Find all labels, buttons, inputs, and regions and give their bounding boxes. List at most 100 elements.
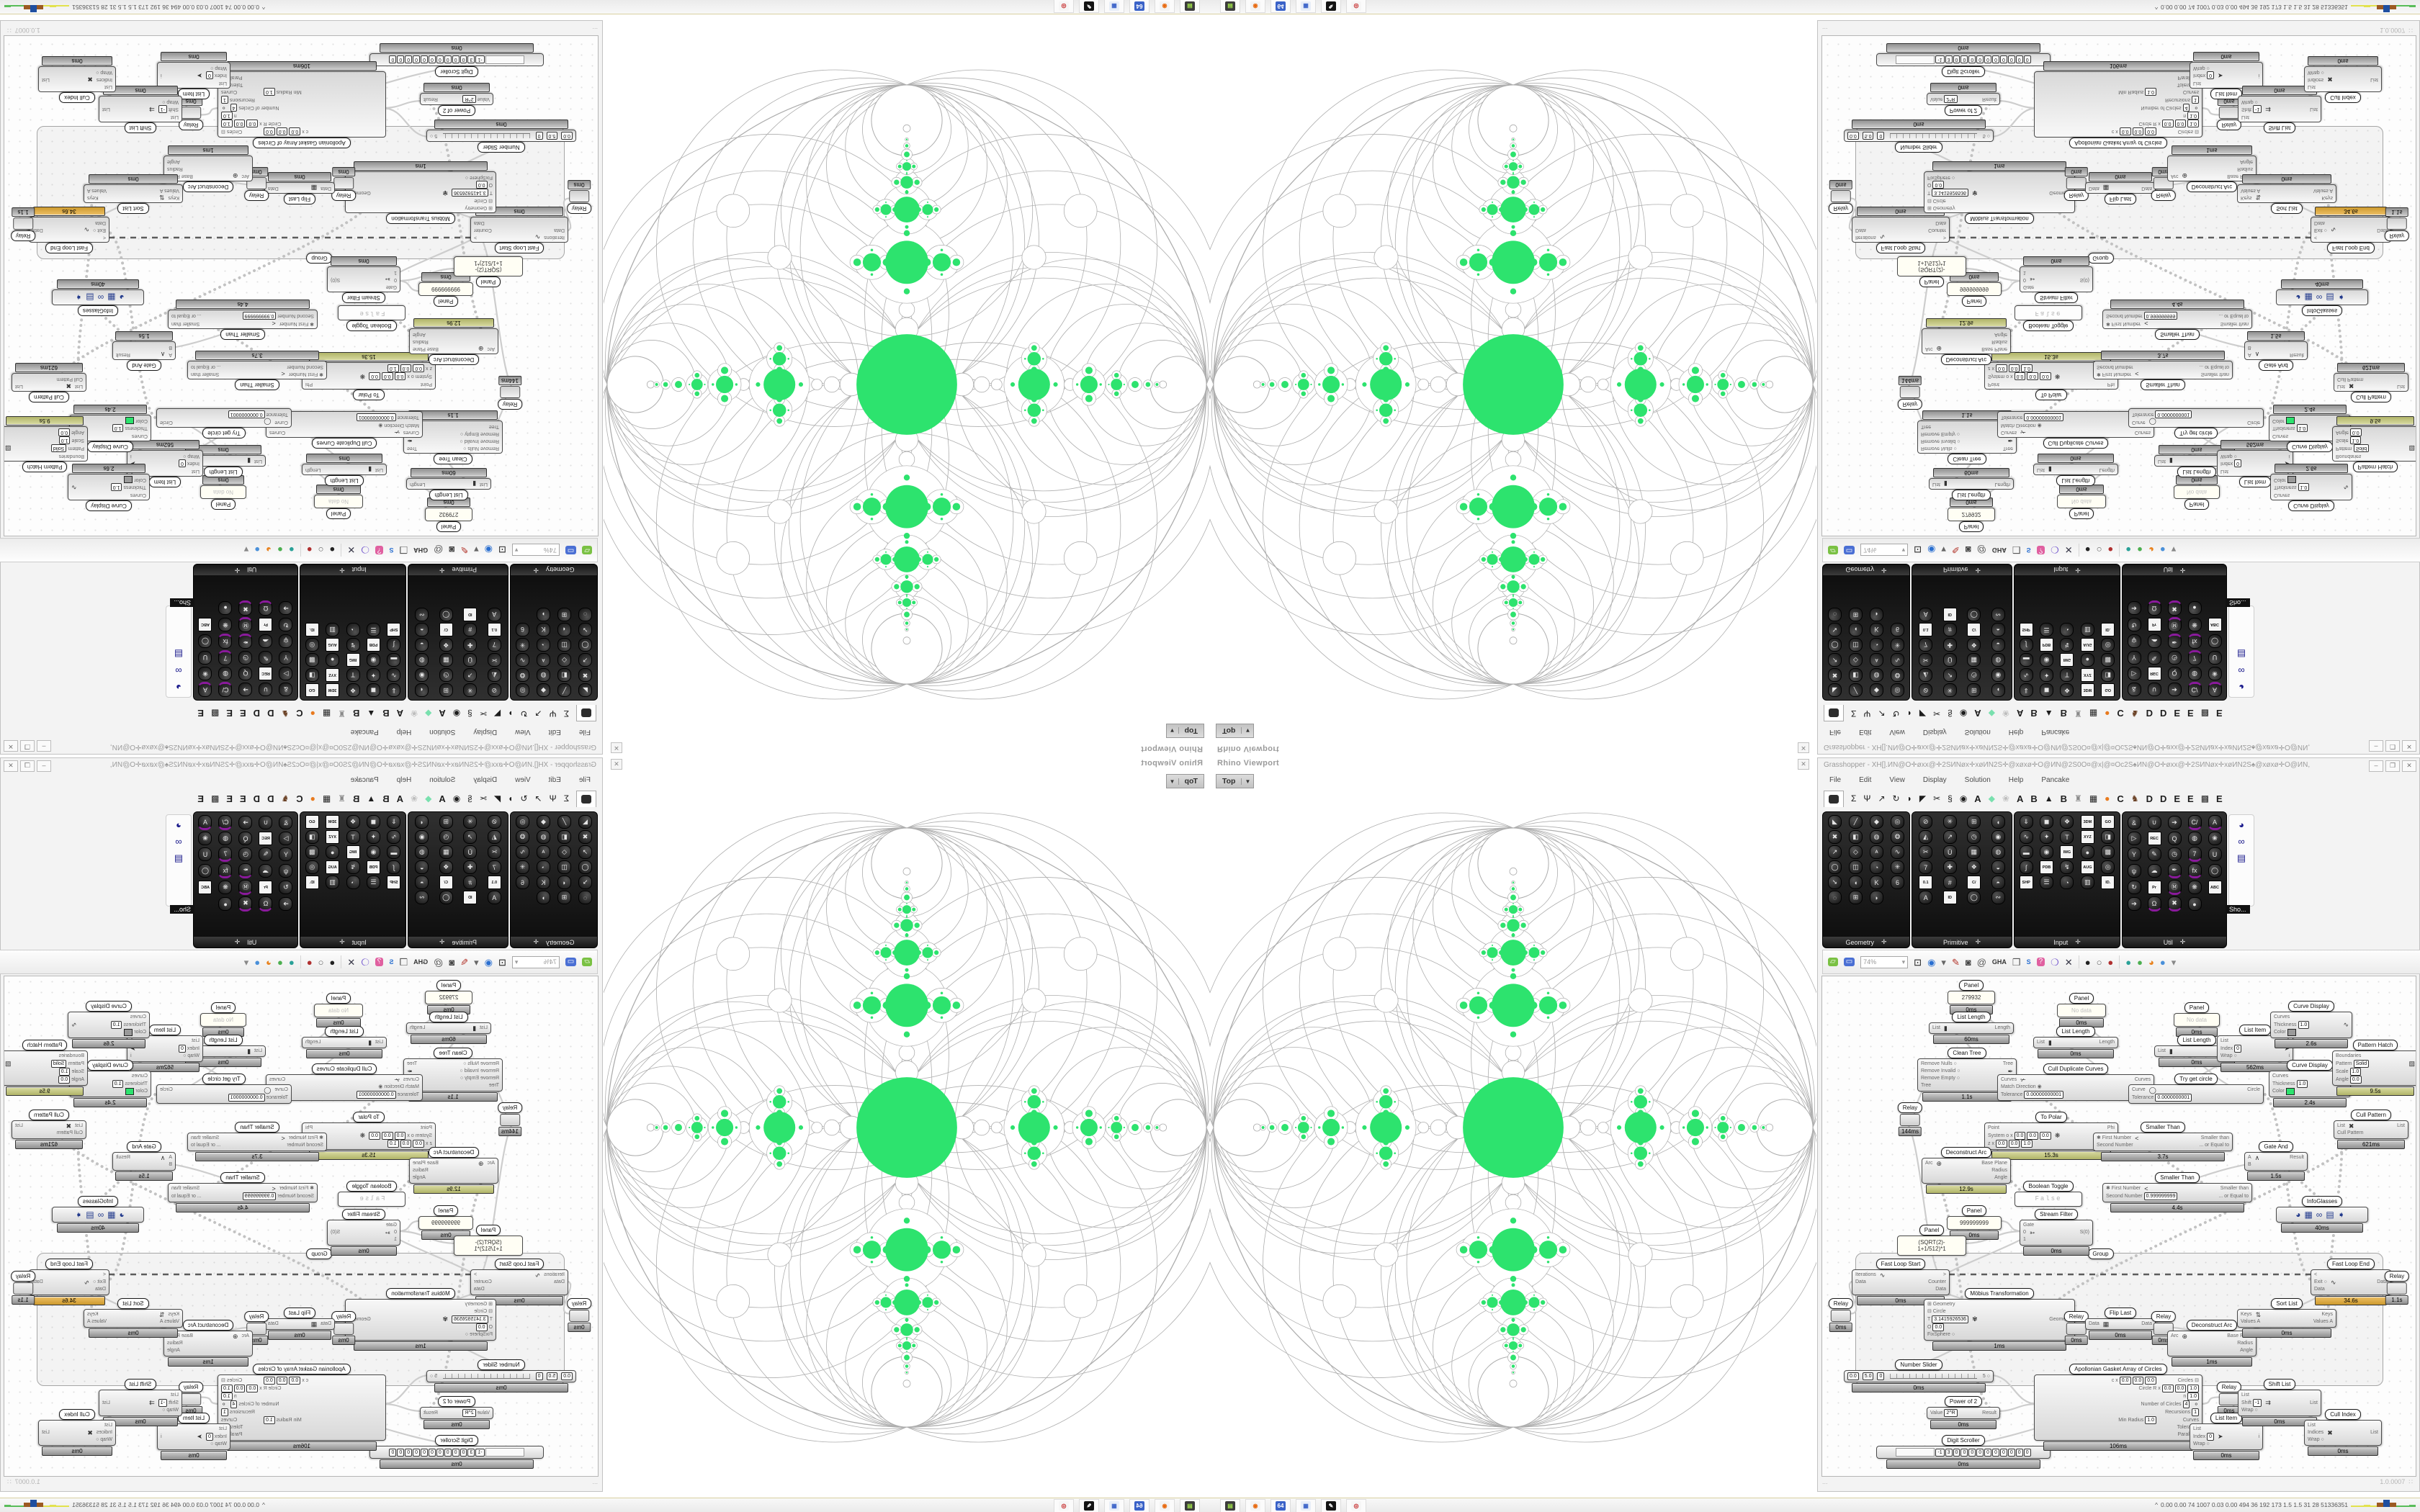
gh-tab-26[interactable]: E bbox=[197, 708, 204, 719]
ball-blue-icon[interactable]: ● bbox=[254, 544, 261, 556]
ball-blue-icon[interactable]: ● bbox=[254, 956, 261, 968]
node-cull-pattern[interactable]: Cull Pattern List ✖ List Cull Pattern 621ms bbox=[12, 1107, 86, 1149]
gh-tab-6[interactable]: ✂ bbox=[1933, 708, 1941, 719]
glasses-icon[interactable]: ∞ bbox=[2238, 665, 2245, 676]
component-icon[interactable]: ▬ bbox=[2019, 845, 2033, 859]
component-icon[interactable]: ☁ bbox=[2147, 634, 2161, 648]
node-infoglasses[interactable]: InfoGlasses ◕▦∞▤➧ 40ms bbox=[52, 1194, 144, 1233]
node-smaller-than[interactable]: Smaller Than ✱ First Number < Smaller than S… bbox=[2093, 351, 2233, 392]
component-icon[interactable]: ◉ bbox=[415, 668, 429, 682]
component-icon[interactable]: PDB bbox=[366, 638, 380, 652]
toolbar-more-arrow[interactable]: ▾ bbox=[2171, 544, 2177, 556]
component-icon[interactable]: ▦ bbox=[439, 845, 453, 859]
component-icon[interactable]: XYZ bbox=[2080, 830, 2094, 844]
node-stream-filter[interactable]: Stream Filter Gate 0 ➳ S(0) 1 0ms bbox=[2020, 1207, 2093, 1256]
gh-tab-11[interactable]: ❀ bbox=[2002, 793, 2009, 804]
component-icon[interactable]: ◎ bbox=[2101, 638, 2115, 652]
chevron-down-icon[interactable]: ▼ bbox=[1241, 778, 1253, 785]
component-icon[interactable]: Ω bbox=[259, 896, 273, 912]
node-relay[interactable]: Relay 1.1s bbox=[2384, 1269, 2410, 1305]
resize-grip-icon[interactable]: ∷ bbox=[2408, 27, 2413, 34]
component-icon[interactable]: Pr bbox=[2147, 881, 2161, 894]
component-icon[interactable]: Ⓜ bbox=[238, 880, 253, 895]
component-icon[interactable]: ◉ bbox=[2040, 845, 2054, 859]
preview-off-icon[interactable]: ● bbox=[2084, 544, 2091, 556]
minimize-button[interactable]: – bbox=[2369, 760, 2383, 772]
node-relay[interactable]: Relay 1.1s bbox=[10, 207, 36, 243]
viewport-top-tab[interactable]: Top ▼ bbox=[1216, 724, 1255, 738]
gift-box-icon[interactable]: ? bbox=[2036, 958, 2045, 966]
remote-at-icon[interactable]: @ bbox=[434, 956, 444, 968]
node-panel[interactable]: Panel No data 0ms bbox=[314, 485, 363, 521]
component-icon[interactable]: ✒ bbox=[2167, 863, 2182, 878]
gh-tab-13[interactable]: B bbox=[382, 793, 390, 804]
gh-tab-21[interactable]: D bbox=[267, 708, 274, 719]
gh-tab-24[interactable]: E bbox=[2187, 708, 2194, 719]
menu-item-file[interactable]: File bbox=[1829, 776, 1842, 784]
component-icon[interactable]: ✳ bbox=[1891, 638, 1904, 652]
component-icon[interactable]: REC bbox=[259, 667, 273, 680]
component-icon[interactable]: ◯ bbox=[198, 634, 212, 648]
calculator-icon[interactable]: ▦ bbox=[1296, 0, 1316, 13]
component-icon[interactable]: ◍ bbox=[1991, 845, 2005, 859]
gh-tab-10[interactable]: ◆ bbox=[425, 793, 432, 804]
component-icon[interactable]: ⊞ bbox=[1849, 608, 1863, 621]
component-icon[interactable]: # bbox=[1942, 876, 1957, 889]
window-icon[interactable]: ❒ bbox=[399, 956, 408, 968]
search-s-icon[interactable]: S bbox=[2026, 958, 2031, 966]
component-icon[interactable]: ✚ bbox=[463, 638, 478, 652]
menu-item-help[interactable]: Help bbox=[2008, 776, 2024, 784]
component-icon[interactable]: ◒ bbox=[415, 638, 429, 652]
resize-grip-icon[interactable]: ∷ bbox=[7, 27, 12, 34]
gh-tab-17[interactable]: ▦ bbox=[322, 708, 331, 719]
component-icon[interactable]: ◌ bbox=[578, 608, 592, 621]
search-s-icon[interactable]: S bbox=[389, 546, 394, 554]
bake-icon[interactable]: ◙ bbox=[1965, 544, 1971, 556]
window-icon[interactable]: ❒ bbox=[2012, 956, 2021, 968]
component-icon[interactable]: GO bbox=[2101, 815, 2115, 829]
gh-tab-1[interactable]: Ψ bbox=[549, 708, 557, 719]
gha-icon[interactable]: GHA bbox=[1991, 958, 2007, 966]
component-icon[interactable]: fx bbox=[218, 634, 233, 649]
component-icon[interactable]: C/ bbox=[218, 815, 233, 830]
component-icon[interactable]: XYZ bbox=[326, 830, 340, 844]
component-icon[interactable]: ● bbox=[218, 601, 233, 615]
component-icon[interactable]: IMG bbox=[2060, 845, 2074, 859]
component-icon[interactable]: ◓ bbox=[1991, 623, 2005, 636]
node-panel[interactable]: Panel No data 0ms bbox=[2174, 1000, 2220, 1037]
component-icon[interactable]: ◎ bbox=[305, 860, 319, 874]
component-icon[interactable]: fx bbox=[218, 863, 233, 878]
component-icon[interactable]: ◍ bbox=[2187, 832, 2202, 845]
menu-item-solution[interactable]: Solution bbox=[1964, 776, 1991, 784]
palette-label-primitive[interactable]: Primitive ✛ bbox=[408, 937, 508, 948]
component-icon[interactable]: ◇ bbox=[1849, 653, 1863, 667]
component-icon[interactable]: ◧ bbox=[1849, 830, 1863, 844]
component-icon[interactable]: ◎ bbox=[305, 638, 319, 652]
viewport-top-tab[interactable]: Top ▼ bbox=[1216, 774, 1255, 788]
component-icon[interactable]: ◍ bbox=[1870, 668, 1883, 682]
gh-tab-2[interactable]: ↗ bbox=[1878, 708, 1886, 719]
preview-wireframe-icon[interactable]: ○ bbox=[2096, 956, 2102, 968]
component-icon[interactable]: ❀ bbox=[2208, 832, 2222, 845]
component-icon[interactable]: ID. bbox=[2101, 876, 2115, 889]
gh-tab-1[interactable]: Ψ bbox=[1863, 793, 1871, 804]
component-icon[interactable]: ABC bbox=[2208, 881, 2222, 894]
component-icon[interactable]: ⇓ bbox=[2019, 815, 2033, 829]
component-icon[interactable]: # bbox=[1942, 623, 1957, 636]
component-icon[interactable]: A bbox=[487, 891, 501, 904]
component-icon[interactable]: SHP bbox=[2019, 876, 2033, 889]
grasshopper-canvas[interactable]: Group Panel 279932 0ms List Length List ▮ Lengt… bbox=[4, 35, 599, 536]
menu-item-edit[interactable]: Edit bbox=[1859, 728, 1872, 736]
glasses-info-icon[interactable]: ◕ bbox=[2238, 682, 2244, 693]
component-icon[interactable]: ∾ bbox=[415, 608, 429, 621]
component-icon[interactable]: ID. bbox=[2101, 623, 2115, 636]
viewport-tab-label[interactable]: Top bbox=[1184, 726, 1198, 735]
preview-off-icon[interactable]: ● bbox=[329, 956, 336, 968]
component-icon[interactable]: 3DM bbox=[326, 683, 340, 697]
palette-label-input[interactable]: Input ✛ bbox=[2015, 937, 2120, 948]
node-m-bius-transformation[interactable]: Möbius Transformation ⊞ Geometry ⊟ Circle T… bbox=[345, 161, 496, 226]
calculator-icon[interactable]: ▦ bbox=[1104, 1499, 1124, 1512]
component-icon[interactable]: ⊞ bbox=[1967, 815, 1981, 829]
component-icon[interactable]: 3DM bbox=[2080, 815, 2094, 829]
menu-item-file[interactable]: File bbox=[578, 776, 591, 784]
